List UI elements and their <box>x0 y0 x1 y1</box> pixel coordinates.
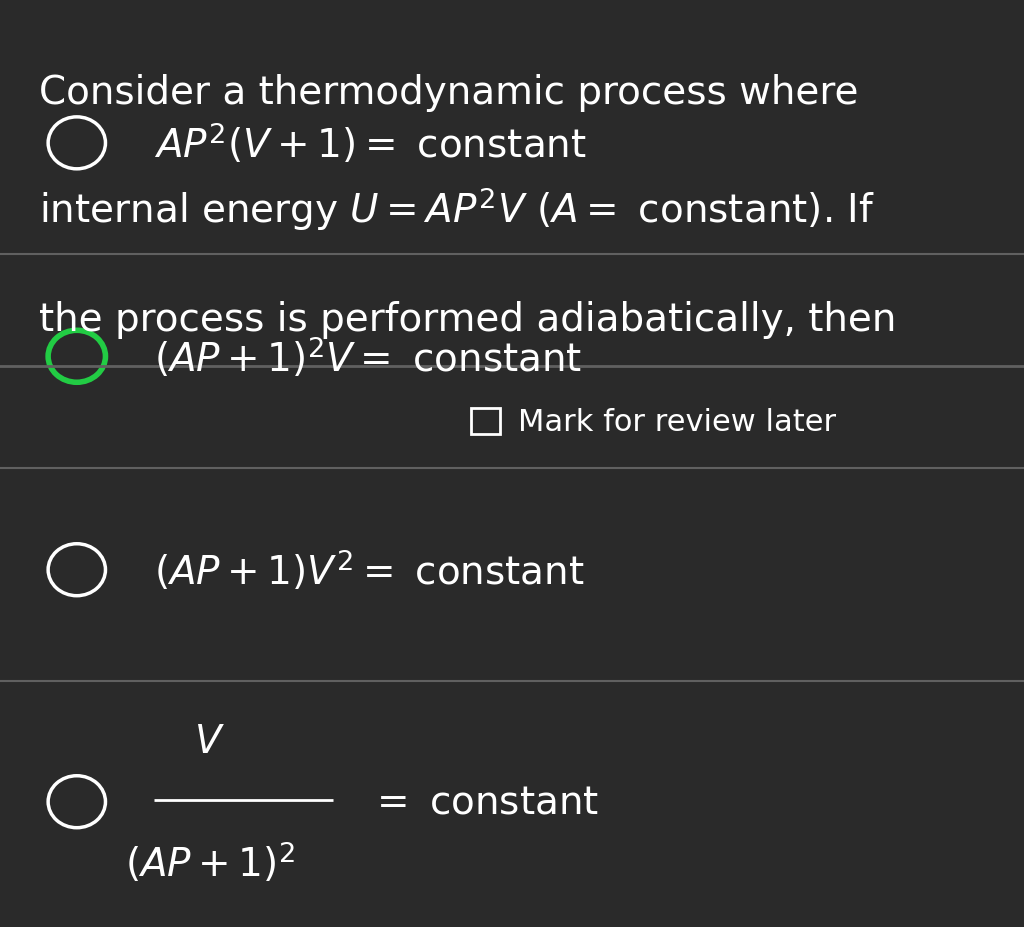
Text: $=$ constant: $=$ constant <box>369 783 599 820</box>
Circle shape <box>48 544 105 596</box>
Bar <box>471 409 500 435</box>
Circle shape <box>48 118 105 170</box>
Text: Consider a thermodynamic process where: Consider a thermodynamic process where <box>39 74 858 111</box>
Text: $(AP + 1)^2$: $(AP + 1)^2$ <box>125 840 295 884</box>
Bar <box>0 0 1024 366</box>
Circle shape <box>48 331 105 383</box>
Text: $V$: $V$ <box>195 723 225 760</box>
Circle shape <box>48 776 105 828</box>
Text: $AP^2(V + 1) =$ constant: $AP^2(V + 1) =$ constant <box>154 121 587 166</box>
Text: the process is performed adiabatically, then: the process is performed adiabatically, … <box>39 301 896 338</box>
Text: Mark for review later: Mark for review later <box>518 407 837 437</box>
Text: internal energy $U = AP^2V$ $(A =$ constant$)$. If: internal energy $U = AP^2V$ $(A =$ const… <box>39 184 874 233</box>
Text: $(AP + 1)V^2 =$ constant: $(AP + 1)V^2 =$ constant <box>154 548 585 592</box>
Text: $(AP + 1)^2V =$ constant: $(AP + 1)^2V =$ constant <box>154 335 582 379</box>
